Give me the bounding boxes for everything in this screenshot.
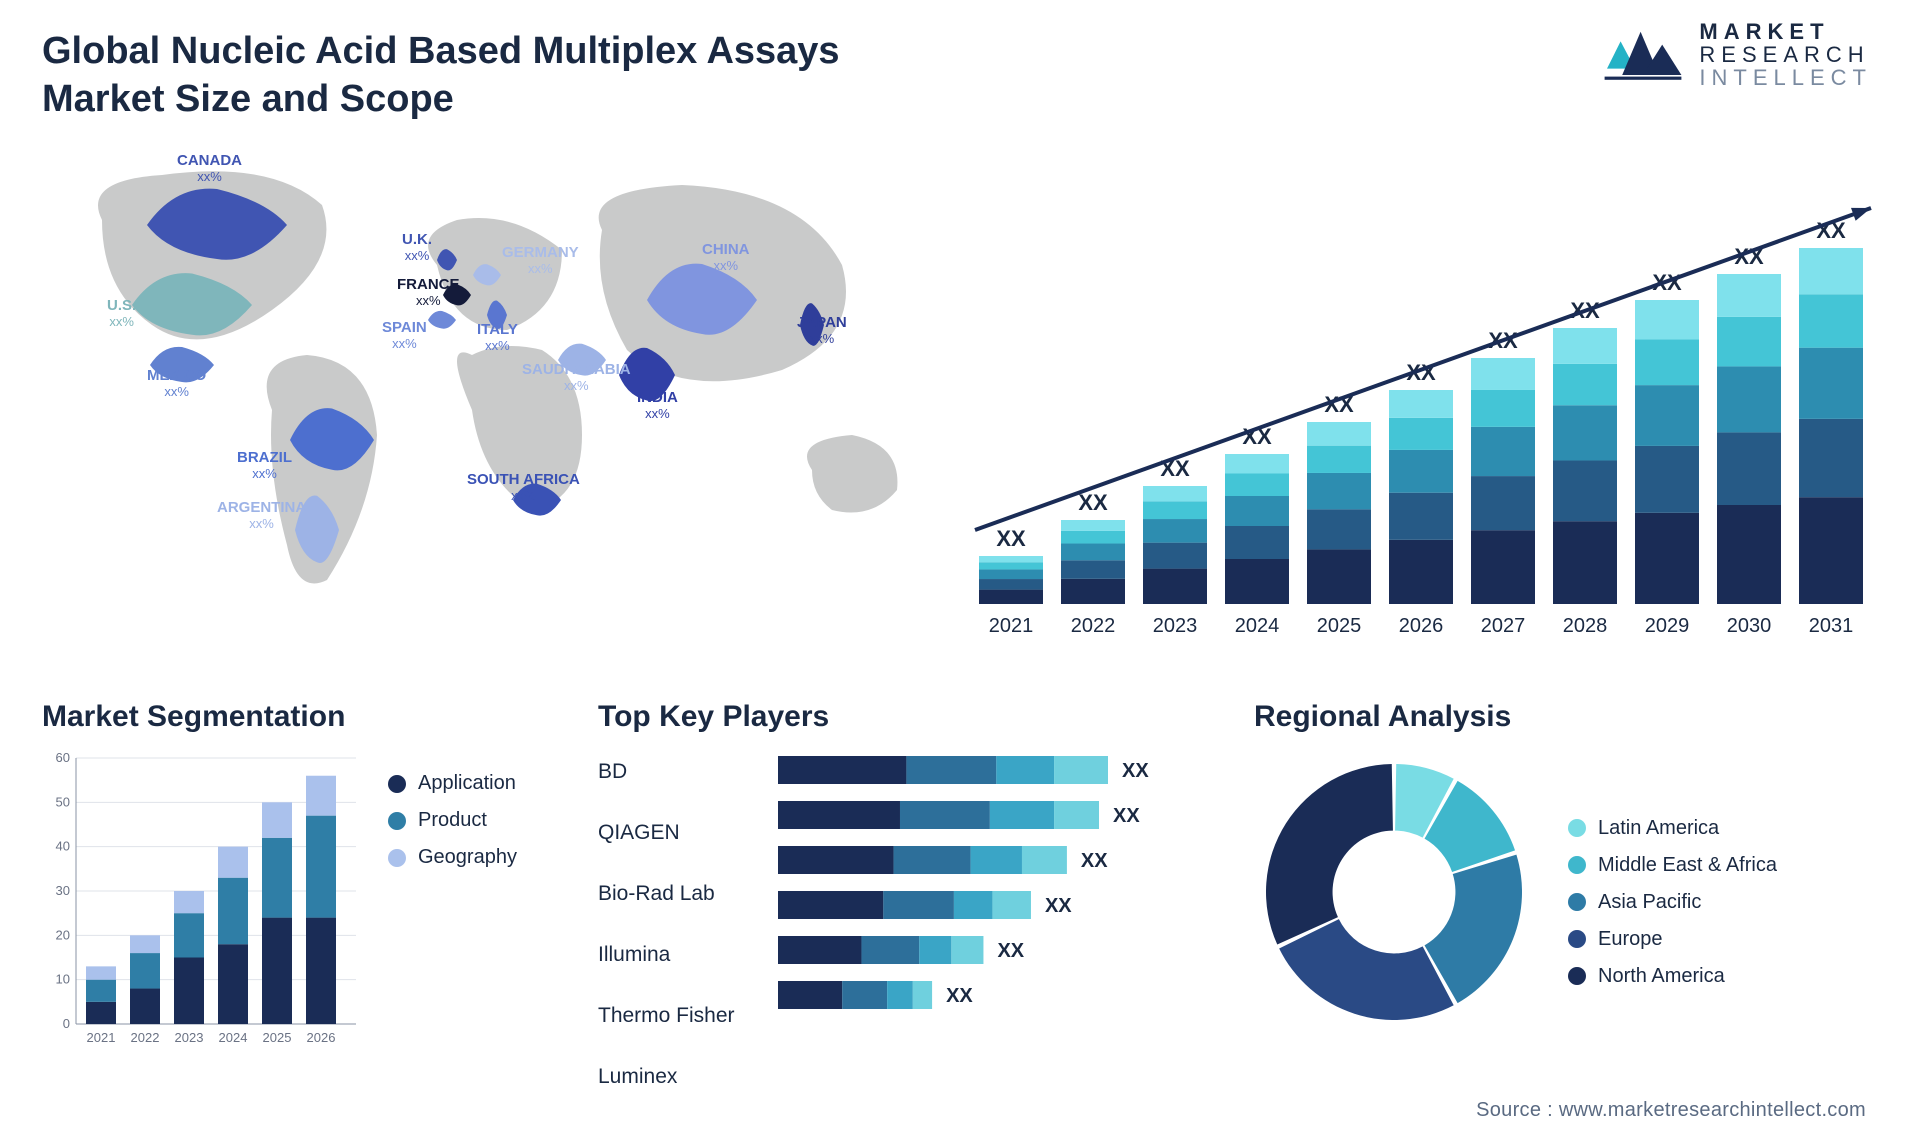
- svg-text:2026: 2026: [1399, 615, 1444, 637]
- player-label-illumina: Illumina: [598, 941, 758, 969]
- svg-text:10: 10: [56, 972, 70, 987]
- svg-text:2023: 2023: [175, 1030, 204, 1045]
- svg-text:50: 50: [56, 794, 70, 809]
- regional-legend-middle-east-africa: Middle East & Africa: [1568, 854, 1777, 877]
- segmentation-legend-application: Application: [388, 772, 517, 795]
- logo-line-3: INTELLECT: [1699, 66, 1872, 89]
- svg-text:XX: XX: [996, 526, 1026, 551]
- svg-text:2027: 2027: [1481, 615, 1526, 637]
- regional-legend-asia-pacific: Asia Pacific: [1568, 891, 1777, 914]
- main-bar-chart-panel: XX2021XX2022XX2023XX2024XX2025XX2026XX20…: [962, 150, 1872, 670]
- segmentation-title: Market Segmentation: [42, 700, 542, 734]
- svg-text:2030: 2030: [1727, 615, 1772, 637]
- logo: MARKET RESEARCH INTELLECT: [1603, 20, 1872, 89]
- page-title: Global Nucleic Acid Based Multiplex Assa…: [42, 28, 962, 123]
- segmentation-panel: Market Segmentation 0 10 20 30 40 50 60 2021 202…: [42, 700, 542, 1100]
- regional-panel: Regional Analysis Latin America Middle Ea…: [1254, 700, 1872, 1100]
- svg-text:20: 20: [56, 927, 70, 942]
- svg-text:40: 40: [56, 839, 70, 854]
- player-label-luminex: Luminex: [598, 1063, 758, 1091]
- regional-title: Regional Analysis: [1254, 700, 1872, 734]
- svg-text:2021: 2021: [989, 615, 1034, 637]
- player-label-thermo-fisher: Thermo Fisher: [598, 1002, 758, 1030]
- svg-text:0: 0: [63, 1016, 70, 1031]
- regional-legend-north-america: North America: [1568, 965, 1777, 988]
- svg-text:XX: XX: [1081, 850, 1108, 872]
- svg-text:XX: XX: [1113, 805, 1140, 827]
- segmentation-legend-geography: Geography: [388, 846, 517, 869]
- svg-text:XX: XX: [946, 985, 973, 1007]
- svg-text:2021: 2021: [87, 1030, 116, 1045]
- player-label-qiagen: QIAGEN: [598, 819, 758, 847]
- svg-text:2022: 2022: [1071, 615, 1116, 637]
- logo-line-2: RESEARCH: [1699, 43, 1872, 66]
- logo-icon: [1603, 25, 1683, 85]
- svg-text:2024: 2024: [219, 1030, 248, 1045]
- segmentation-legend: Application Product Geography: [388, 752, 517, 1052]
- svg-text:2024: 2024: [1235, 615, 1280, 637]
- svg-text:2026: 2026: [307, 1030, 336, 1045]
- key-players-panel: Top Key Players BD QIAGEN Bio-Rad Lab Illum…: [598, 700, 1198, 1100]
- svg-text:XX: XX: [1122, 760, 1149, 782]
- regional-legend-latin-america: Latin America: [1568, 817, 1777, 840]
- world-map-panel: CANADAxx%U.S.xx%MEXICOxx%BRAZILxx%ARGENT…: [42, 150, 922, 670]
- key-players-title: Top Key Players: [598, 700, 1198, 734]
- segmentation-chart-svg: 0 10 20 30 40 50 60 2021 2022 2023 2024 2025 2026: [42, 752, 362, 1052]
- svg-text:30: 30: [56, 883, 70, 898]
- svg-text:2025: 2025: [1317, 615, 1362, 637]
- source-text: Source : www.marketresearchintellect.com: [1476, 1099, 1866, 1122]
- segmentation-legend-product: Product: [388, 809, 517, 832]
- svg-text:2029: 2029: [1645, 615, 1690, 637]
- svg-text:2022: 2022: [131, 1030, 160, 1045]
- svg-text:2025: 2025: [263, 1030, 292, 1045]
- regional-legend: Latin America Middle East & Africa Asia Pa…: [1568, 797, 1777, 988]
- svg-text:2023: 2023: [1153, 615, 1198, 637]
- svg-text:XX: XX: [997, 940, 1024, 962]
- key-players-chart-svg: XX XX XX XX XX XX: [778, 752, 1178, 1052]
- svg-text:2031: 2031: [1809, 615, 1854, 637]
- regional-donut-svg: [1254, 752, 1534, 1032]
- svg-text:XX: XX: [1078, 490, 1108, 515]
- svg-text:2028: 2028: [1563, 615, 1608, 637]
- key-players-labels: BD QIAGEN Bio-Rad Lab Illumina Thermo Fisher…: [598, 752, 758, 1108]
- main-bar-chart-svg: XX2021XX2022XX2023XX2024XX2025XX2026XX20…: [962, 164, 1872, 664]
- player-label-bd: BD: [598, 758, 758, 786]
- regional-legend-europe: Europe: [1568, 928, 1777, 951]
- svg-text:XX: XX: [1045, 895, 1072, 917]
- logo-line-1: MARKET: [1699, 20, 1872, 43]
- player-label-bio-rad-lab: Bio-Rad Lab: [598, 880, 758, 908]
- world-map-svg: [42, 150, 922, 650]
- svg-text:60: 60: [56, 752, 70, 765]
